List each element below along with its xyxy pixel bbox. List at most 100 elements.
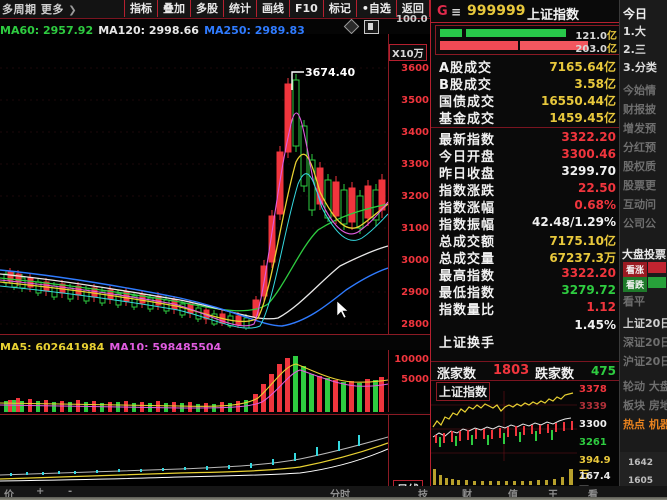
bottom-nav-plus[interactable]: + [36, 486, 45, 497]
toolbar-button-drawline[interactable]: 画线 [256, 0, 290, 17]
row-label: 最低指数 [439, 286, 496, 301]
vote-down-button[interactable]: 看跌 [623, 277, 648, 292]
mini-chart-svg [431, 391, 577, 485]
rail-item-issuance[interactable]: 增发预 [623, 122, 656, 135]
rail-item-pledge[interactable]: 股权质 [623, 160, 656, 173]
bottom-nav-finance[interactable]: 财 [462, 490, 472, 500]
ma120-value: 2998.66 [148, 24, 199, 37]
quote-panel: G ≡ 999999 上证指数 121.0亿 203.0亿 A股成交 7165.… [430, 0, 620, 500]
rail-item-market-brief[interactable]: 今始情 [623, 84, 656, 97]
price-chart-svg [0, 67, 388, 330]
menu-icon[interactable]: ≡ [451, 5, 462, 19]
panel-toggle-icon[interactable] [364, 20, 379, 34]
quote-row-change-pct: 指数涨幅 0.68% [431, 197, 620, 216]
row-label: 最高指数 [439, 269, 496, 284]
bottom-nav-king[interactable]: 王 [548, 490, 558, 500]
row-value: 67237.3万 [549, 251, 616, 265]
quote-row-total-amount: 总成交额 7175.10亿 [431, 231, 620, 250]
rail-link-sector[interactable]: 板块 房地产 [623, 399, 667, 412]
price-tick-3300: 3300 [401, 159, 429, 170]
rail-item-2[interactable]: 2.三 [623, 43, 646, 56]
rail-link-sz20[interactable]: 深证20日 [623, 336, 667, 349]
diamond-icon[interactable] [343, 18, 360, 35]
rail-item-1[interactable]: 1.大 [623, 25, 646, 38]
bottom-nav-tech[interactable]: 技 [418, 490, 428, 500]
outflow-value: 203.0亿 [575, 40, 617, 55]
bottom-nav-intraday[interactable]: 分时 [330, 490, 350, 500]
toolbar-button-multi-stock[interactable]: 多股 [190, 0, 224, 17]
rail-item-dividend[interactable]: 分红预 [623, 141, 656, 154]
toolbar-button-overlay[interactable]: 叠加 [157, 0, 191, 17]
price-chart-pane[interactable]: 3674.40 2689.70 3600 3500 3400 3300 3200… [0, 34, 430, 335]
multi-period-label: 多周期 更多 [2, 3, 64, 16]
bottom-nav-price[interactable]: 价 [4, 490, 14, 500]
row-label: 指数量比 [439, 303, 496, 318]
quote-row-bond-turnover: 国债成交 16550.44亿 [431, 91, 620, 110]
quote-row-change: 指数涨跌 22.50 [431, 180, 620, 199]
row-label: 最新指数 [439, 133, 496, 148]
toolbar-button-statistics[interactable]: 统计 [223, 0, 257, 17]
stock-code: 999999 [467, 3, 526, 19]
toolbar-buttons: 指标 叠加 多股 统计 画线 F10 标记 •自选 返回 [124, 0, 430, 18]
mini-tick-low: 3261 [579, 437, 607, 448]
quote-row-fund-turnover: 基金成交 1459.45亿 [431, 108, 620, 127]
market-flag: G [437, 4, 448, 19]
mini-tick-high: 3378 [579, 384, 607, 395]
rail-link-hotspot[interactable]: 热点 机器人 [623, 418, 667, 431]
price-tick-3600: 3600 [401, 63, 429, 74]
bottom-nav-minus[interactable]: - [68, 486, 73, 497]
toolbar-button-back[interactable]: 返回 [395, 0, 430, 17]
rail-item-today[interactable]: 今日 [623, 7, 648, 21]
quote-row-latest-index: 最新指数 3322.20 [431, 129, 620, 148]
toolbar-button-favorites[interactable]: •自选 [355, 0, 397, 17]
decliners-value: 475 [590, 364, 616, 378]
price-tick-3500: 3500 [401, 95, 429, 106]
volume-pane[interactable]: 10000 5000 [0, 350, 430, 412]
rail-number-1: 1642 [628, 458, 654, 468]
row-value: 7165.64亿 [549, 60, 616, 74]
mini-intraday-chart[interactable]: 上证指数 [431, 381, 620, 497]
rail-item-3[interactable]: 3.分类 [623, 61, 657, 74]
price-plot[interactable]: 3674.40 2689.70 [0, 34, 388, 334]
row-value: 3.58亿 [574, 77, 616, 91]
ma60-value: 2957.92 [43, 24, 94, 37]
row-value: 16550.44亿 [540, 94, 616, 108]
indicator-pane[interactable] [0, 414, 430, 487]
quote-row-high: 最高指数 3322.20 [431, 265, 620, 284]
row-value: 22.50 [578, 181, 616, 195]
rail-link-rotate[interactable]: 轮动 大盘 [623, 380, 667, 393]
price-tick-2900: 2900 [401, 287, 429, 298]
toolbar-button-f10[interactable]: F10 [289, 0, 324, 17]
row-label: 总成交额 [439, 235, 496, 250]
mini-tick-mid-up: 3339 [579, 401, 607, 412]
rail-item-qa[interactable]: 互动问 [623, 198, 656, 211]
vote-up-button[interactable]: 看涨 [623, 262, 648, 277]
chevron-right-icon: ❯ [68, 5, 78, 16]
row-label: 指数振幅 [439, 218, 496, 233]
price-y-axis: 3600 3500 3400 3300 3200 3100 3000 2900 … [388, 34, 431, 334]
bottom-nav-watch[interactable]: 看 [588, 490, 598, 500]
rail-item-stock-update[interactable]: 股票更 [623, 179, 656, 192]
price-tick-3100: 3100 [401, 223, 429, 234]
quote-row-prev-close: 昨日收盘 3299.70 [431, 163, 620, 182]
vote-neutral-label[interactable]: 看平 [623, 295, 645, 308]
mouse-cursor [337, 301, 349, 319]
advancers-label: 涨家数 [437, 367, 477, 382]
rail-item-announce[interactable]: 公司公 [623, 217, 656, 230]
multi-period-button[interactable]: 多周期 更多 ❯ [2, 1, 77, 17]
bottom-nav-value[interactable]: 值 [508, 490, 518, 500]
quote-row-amplitude: 指数振幅 42.48/1.29% [431, 214, 620, 233]
rail-link-hu20[interactable]: 沪证20日 [623, 355, 667, 368]
high-price-annotation: 3674.40 [305, 66, 356, 79]
rail-link-sh20[interactable]: 上证20日 [623, 317, 667, 330]
inflow-value: 121.0亿 [575, 27, 617, 42]
quote-row-b-turnover: B股成交 3.58亿 [431, 74, 620, 93]
toolbar-button-mark[interactable]: 标记 [322, 0, 357, 17]
quote-header[interactable]: G ≡ 999999 上证指数 [431, 2, 620, 23]
outflow-number: 203.0 [575, 44, 607, 55]
toolbar-button-indicator[interactable]: 指标 [124, 0, 158, 17]
row-label: B股成交 [439, 78, 492, 93]
row-label: 指数涨幅 [439, 201, 496, 216]
rail-item-financials[interactable]: 财报披 [623, 103, 656, 116]
